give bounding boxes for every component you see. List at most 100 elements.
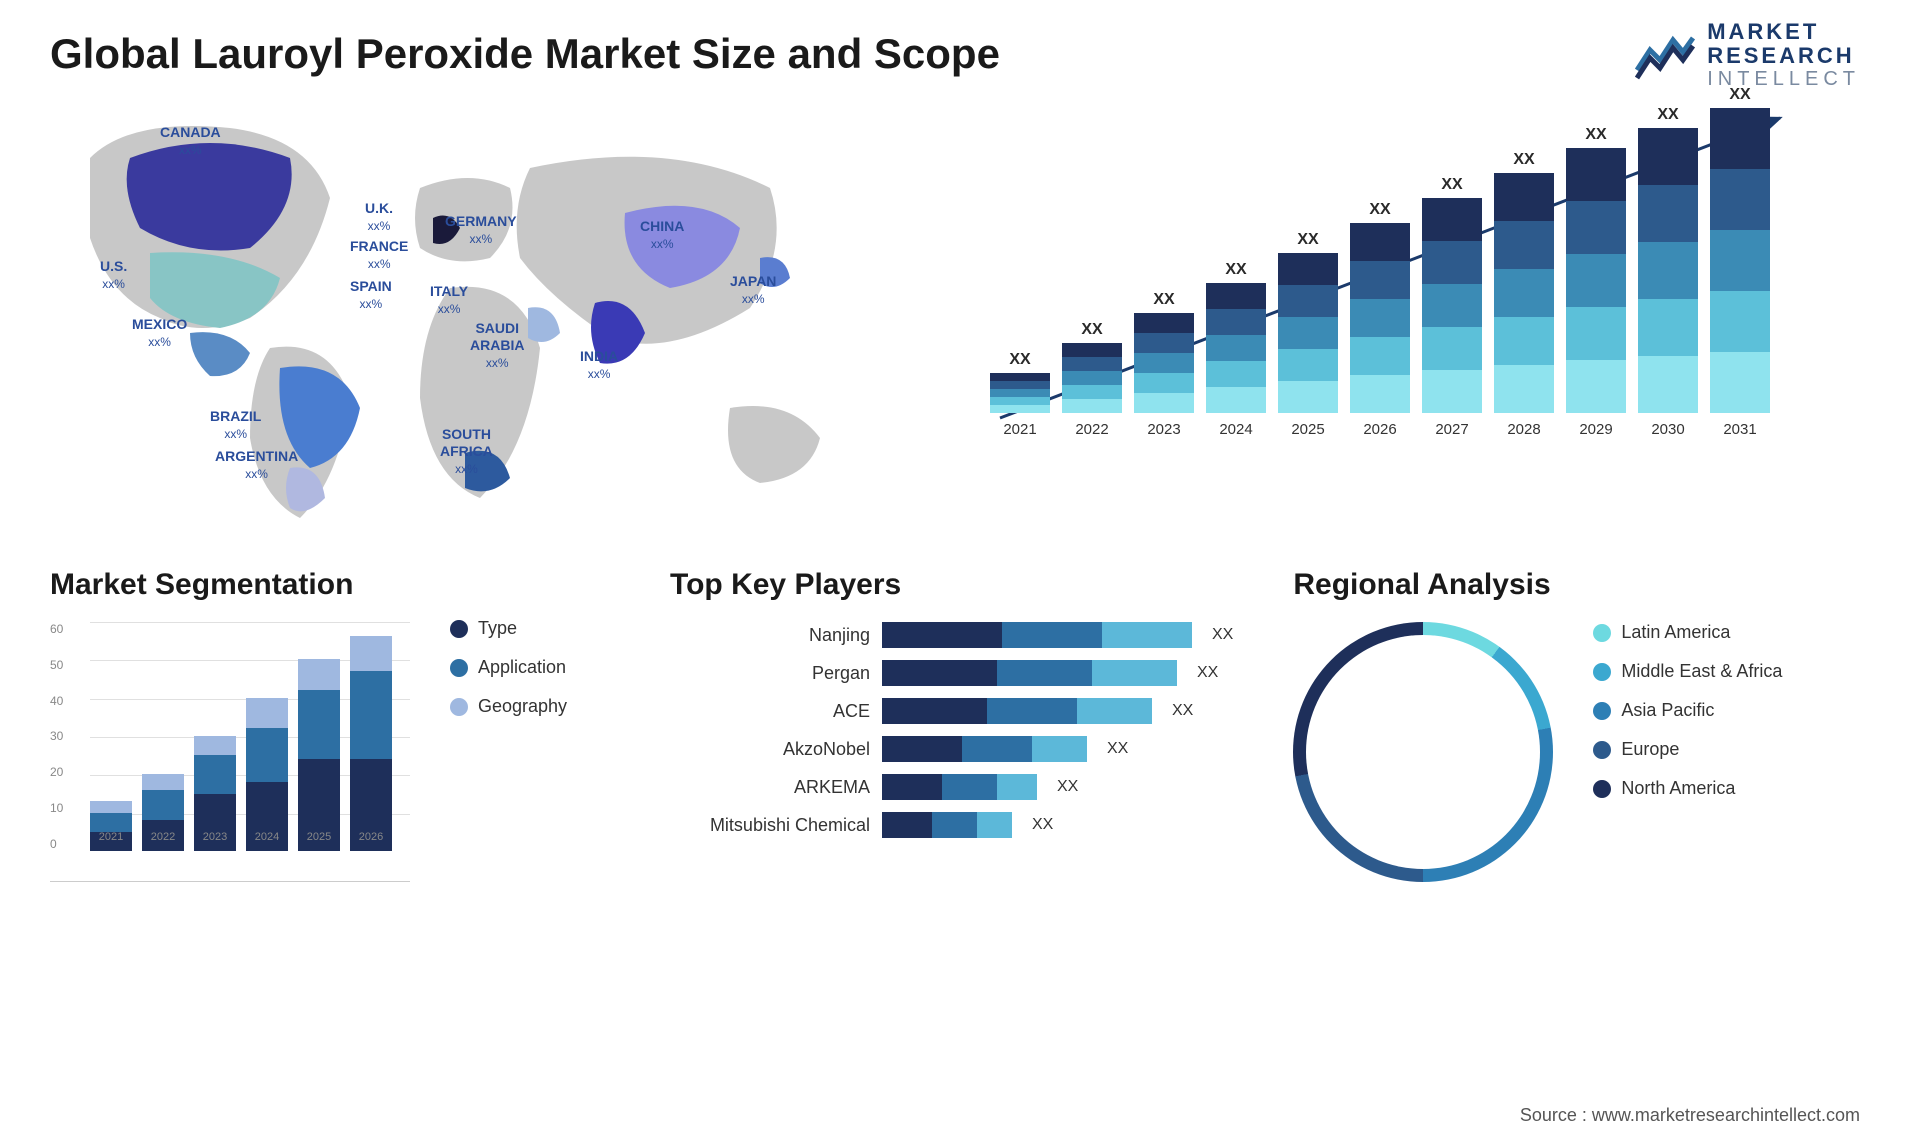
legend-item: Europe — [1593, 739, 1782, 760]
forecast-bar: XX2030 — [1638, 106, 1698, 438]
segmentation-chart: 6050403020100 202120222023202420252026 — [50, 622, 410, 882]
bar-value-label: XX — [1081, 321, 1102, 339]
player-name: Nanjing — [670, 625, 870, 646]
bar-year-label: 2029 — [1579, 421, 1612, 438]
bar-value-label: XX — [1513, 151, 1534, 169]
legend-dot-icon — [450, 659, 468, 677]
map-country-label: SAUDIARABIAxx% — [470, 320, 524, 370]
player-value-label: XX — [1032, 816, 1053, 834]
y-tick-label: 40 — [50, 694, 85, 708]
player-value-label: XX — [1212, 626, 1233, 644]
player-bar — [882, 660, 1177, 686]
segmentation-bar: 2021 — [90, 801, 132, 851]
forecast-bar: XX2031 — [1710, 86, 1770, 438]
player-name: Mitsubishi Chemical — [670, 815, 870, 836]
legend-dot-icon — [450, 698, 468, 716]
players-panel: Top Key Players NanjingXXPerganXXACEXXAk… — [670, 568, 1233, 928]
forecast-bar: XX 2025 — [1278, 231, 1338, 438]
map-country-label: ITALYxx% — [430, 283, 468, 317]
bar-year-label: 2025 — [1291, 421, 1324, 438]
map-country-label: ARGENTINAxx% — [215, 448, 298, 482]
forecast-bar: XX2024 — [1206, 261, 1266, 438]
player-bar — [882, 774, 1037, 800]
legend-dot-icon — [1593, 624, 1611, 642]
segmentation-bar: 2022 — [142, 774, 184, 851]
map-country-label: U.S.xx% — [100, 258, 127, 292]
y-tick-label: 50 — [50, 658, 85, 672]
logo-line2: RESEARCH — [1707, 44, 1860, 68]
seg-year-label: 2022 — [151, 831, 175, 843]
map-country-label: MEXICOxx% — [132, 316, 187, 350]
legend-label: Geography — [478, 696, 567, 717]
player-row: PerganXX — [670, 660, 1233, 686]
map-country-label: CHINAxx% — [640, 218, 684, 252]
map-country-label: CANADAxx% — [160, 124, 221, 158]
legend-item: Type — [450, 618, 567, 639]
map-country-label: JAPANxx% — [730, 273, 776, 307]
forecast-bar: XX 2023 — [1134, 291, 1194, 438]
segmentation-title: Market Segmentation — [50, 568, 610, 602]
player-value-label: XX — [1057, 778, 1078, 796]
seg-year-label: 2025 — [307, 831, 331, 843]
bar-year-label: 2021 — [1003, 421, 1036, 438]
segmentation-bar: 2024 — [246, 698, 288, 851]
legend-item: North America — [1593, 778, 1782, 799]
map-country-label: GERMANYxx% — [445, 213, 517, 247]
legend-dot-icon — [1593, 741, 1611, 759]
legend-label: Latin America — [1621, 622, 1730, 643]
bar-year-label: 2023 — [1147, 421, 1180, 438]
bar-value-label: XX — [1225, 261, 1246, 279]
legend-label: North America — [1621, 778, 1735, 799]
legend-dot-icon — [1593, 702, 1611, 720]
player-bar — [882, 736, 1087, 762]
legend-dot-icon — [450, 620, 468, 638]
segmentation-panel: Market Segmentation 6050403020100 202120… — [50, 568, 610, 928]
forecast-bar: XX2022 — [1062, 321, 1122, 438]
seg-year-label: 2026 — [359, 831, 383, 843]
legend-item: Application — [450, 657, 567, 678]
segmentation-legend: Type Application Geography — [450, 618, 567, 717]
forecast-bar-chart: XX2021XX2022XX2023XX2024XX2025XX2026XX20… — [970, 98, 1870, 518]
player-bar — [882, 622, 1192, 648]
bar-year-label: 2028 — [1507, 421, 1540, 438]
map-country-label: U.K.xx% — [365, 200, 393, 234]
players-title: Top Key Players — [670, 568, 1233, 602]
player-value-label: XX — [1197, 664, 1218, 682]
regional-donut-chart — [1293, 622, 1553, 882]
legend-item: Middle East & Africa — [1593, 661, 1782, 682]
player-name: ACE — [670, 701, 870, 722]
player-bar — [882, 812, 1012, 838]
regional-legend: Latin America Middle East & Africa Asia Pa… — [1593, 622, 1782, 799]
y-tick-label: 10 — [50, 801, 85, 815]
bar-value-label: XX — [1297, 231, 1318, 249]
brand-logo: MARKET RESEARCH INTELLECT — [1635, 20, 1860, 90]
donut-hole — [1306, 635, 1540, 869]
page-title: Global Lauroyl Peroxide Market Size and … — [50, 30, 1870, 78]
forecast-bar: XX2021 — [990, 351, 1050, 438]
legend-dot-icon — [1593, 780, 1611, 798]
bar-value-label: XX — [1369, 201, 1390, 219]
player-bar — [882, 698, 1152, 724]
forecast-bar: XX 2029 — [1566, 126, 1626, 438]
player-row: Nanjing XX — [670, 622, 1233, 648]
regional-panel: Regional Analysis Latin AmericaMiddle Ea… — [1293, 568, 1870, 928]
bar-value-label: XX — [1657, 106, 1678, 124]
bar-value-label: XX — [1153, 291, 1174, 309]
player-row: Mitsubishi Chemical XX — [670, 812, 1233, 838]
player-row: ACEXX — [670, 698, 1233, 724]
legend-label: Type — [478, 618, 517, 639]
map-country-label: BRAZILxx% — [210, 408, 261, 442]
bar-year-label: 2026 — [1363, 421, 1396, 438]
player-value-label: XX — [1107, 740, 1128, 758]
legend-label: Application — [478, 657, 566, 678]
map-country-label: INDIAxx% — [580, 348, 618, 382]
legend-item: Asia Pacific — [1593, 700, 1782, 721]
bar-value-label: XX — [1729, 86, 1750, 104]
legend-item: Latin America — [1593, 622, 1782, 643]
legend-dot-icon — [1593, 663, 1611, 681]
map-country-label: SOUTHAFRICAxx% — [440, 426, 493, 476]
player-row: AkzoNobelXX — [670, 736, 1233, 762]
forecast-bar: XX 2028 — [1494, 151, 1554, 438]
player-name: ARKEMA — [670, 777, 870, 798]
bar-value-label: XX — [1585, 126, 1606, 144]
